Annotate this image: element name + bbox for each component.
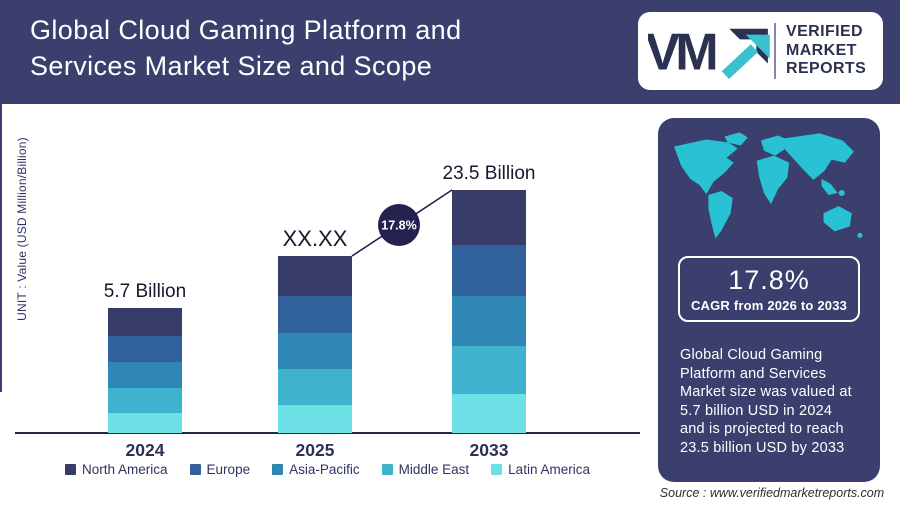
map-greenland-shape (724, 132, 748, 146)
legend-item-north-america: North America (65, 462, 168, 477)
chart-plot: UNIT : Value (USD Million/Billion) 17.8%… (0, 104, 660, 506)
legend-swatch-icon (272, 464, 284, 475)
x-tick-2033: 2033 (469, 440, 509, 460)
bar-value-label-2033: 23.5 Billion (442, 163, 536, 184)
market-summary-text: Global Cloud Gaming Platform and Service… (680, 347, 852, 456)
bar-2033-segment-latin-america (452, 394, 526, 433)
x-tick-2024: 2024 (125, 440, 165, 460)
growth-connector-line (351, 189, 453, 257)
world-map-icon (674, 132, 863, 239)
map-north-america-shape (674, 139, 738, 195)
legend-label: Asia-Pacific (289, 462, 360, 477)
x-axis-line (15, 432, 640, 434)
vmr-logo-arrow-shaft (721, 44, 759, 79)
vmr-logo: VM VERIFIED MARKET REPORTS (638, 12, 883, 90)
cagr-box: 17.8% CAGR from 2026 to 2033 (678, 256, 860, 322)
map-island-shape (838, 189, 845, 197)
map-europe-shape (760, 135, 790, 156)
legend-label: North America (82, 462, 168, 477)
side-panel: 17.8% CAGR from 2026 to 2033 Global Clou… (658, 118, 880, 482)
cagr-value: 17.8% (728, 265, 810, 295)
bar-2025 (278, 256, 352, 433)
bar-value-label-2024: 5.7 Billion (103, 281, 187, 302)
legend-label: Latin America (508, 462, 590, 477)
map-africa-shape (756, 155, 790, 205)
logo-brand-text: VERIFIED MARKET REPORTS (786, 23, 866, 80)
bar-2033-segment-asia-pacific (452, 295, 526, 346)
page-title: Global Cloud Gaming Platform and Service… (30, 13, 462, 84)
bar-2024 (108, 308, 182, 433)
logo-divider (774, 23, 776, 79)
map-se-asia-shape (821, 178, 838, 196)
vmr-logo-arrow-head-icon (745, 34, 770, 59)
vmr-logo-mark-icon: VM (648, 23, 770, 79)
map-south-america-shape (708, 190, 733, 239)
page-title-line1: Global Cloud Gaming Platform and (30, 15, 462, 45)
legend-swatch-icon (189, 464, 201, 475)
cagr-bubble-label: 17.8% (381, 219, 416, 233)
bar-2024-segment-asia-pacific (108, 362, 182, 388)
header-band: Global Cloud Gaming Platform and Service… (0, 0, 900, 104)
map-new-zealand-shape (857, 232, 863, 238)
bar-2025-segment-middle-east (278, 369, 352, 405)
legend-swatch-icon (491, 464, 503, 475)
left-accent-line (0, 104, 2, 392)
bar-2024-segment-latin-america (108, 413, 182, 433)
legend-swatch-icon (65, 464, 77, 475)
legend-item-asia-pacific: Asia-Pacific (272, 462, 360, 477)
cagr-caption: CAGR from 2026 to 2033 (690, 298, 848, 313)
bar-2033-segment-europe (452, 244, 526, 296)
map-australia-shape (823, 206, 852, 232)
cagr-bubble (378, 204, 420, 246)
logo-brand-line2: MARKET (786, 41, 857, 59)
bar-2033-segment-middle-east (452, 345, 526, 395)
y-axis-unit-label: UNIT : Value (USD Million/Billion) (15, 137, 29, 321)
bar-value-label-2025: XX.XX (282, 226, 348, 251)
bar-2025-segment-europe (278, 295, 352, 333)
logo-brand-line1: VERIFIED (786, 22, 863, 40)
bar-2025-segment-latin-america (278, 404, 352, 433)
legend-item-middle-east: Middle East (381, 462, 470, 477)
legend-label: Middle East (398, 462, 470, 477)
source-note: Source : www.verifiedmarketreports.com (659, 486, 885, 500)
legend: North America Europe Asia-Pacific Middle Ea… (15, 462, 640, 477)
legend-item-europe: Europe (189, 462, 251, 477)
bar-2024-segment-europe (108, 336, 182, 363)
legend-item-latin-america: Latin America (491, 462, 590, 477)
bar-2033 (452, 190, 526, 433)
legend-label: Europe (206, 462, 251, 477)
map-asia-shape (783, 133, 854, 180)
bar-2025-segment-asia-pacific (278, 333, 352, 370)
bar-2025-segment-north-america (278, 256, 352, 296)
bar-2024-segment-north-america (108, 308, 182, 337)
legend-swatch-icon (381, 464, 393, 475)
bar-2033-segment-north-america (452, 190, 526, 245)
page-title-line2: Services Market Size and Scope (30, 50, 433, 81)
bar-2024-segment-middle-east (108, 388, 182, 413)
x-tick-2025: 2025 (295, 440, 335, 460)
vmr-logo-mark-text: VM (648, 23, 715, 79)
logo-brand-line3: REPORTS (786, 60, 867, 78)
